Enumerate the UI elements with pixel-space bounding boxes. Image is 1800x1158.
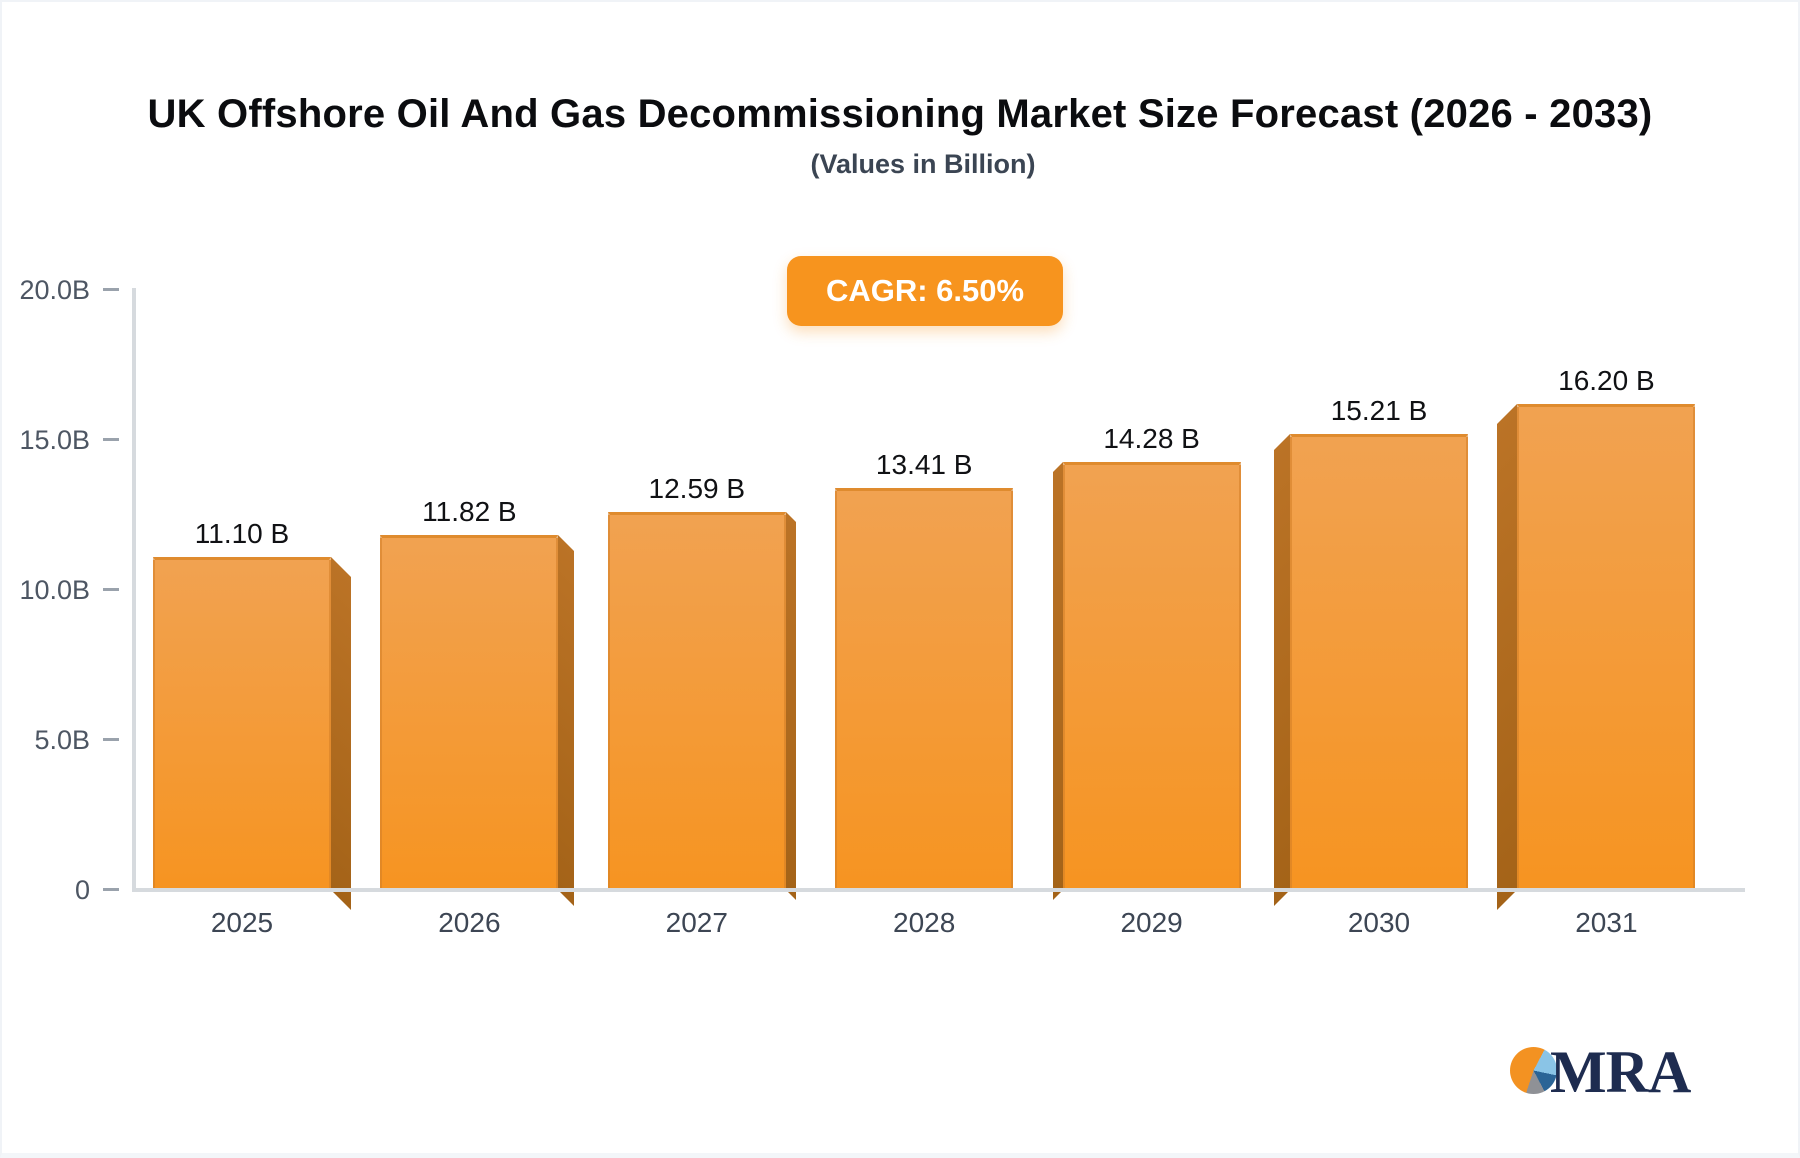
x-tick-label: 2030: [1347, 907, 1411, 938]
bar-value-label: 15.21 B: [1330, 395, 1428, 426]
y-tick-label: 10.0B: [19, 575, 90, 605]
y-tick-mark: [103, 438, 119, 441]
y-tick-label: 0: [74, 875, 90, 905]
x-tick-label: 2026: [438, 907, 501, 938]
x-axis-line: [132, 888, 1745, 892]
logo-text: MRA: [1550, 1039, 1691, 1105]
bar-value-label: 11.10 B: [194, 518, 290, 549]
bar-side-face: [786, 512, 796, 900]
y-tick-mark: [103, 738, 119, 741]
bar: [608, 512, 786, 890]
bar-value-label: 12.59 B: [648, 473, 746, 504]
y-tick-mark: [103, 888, 119, 891]
x-tick-label: 2029: [1120, 907, 1183, 938]
y-tick-mark: [103, 588, 119, 591]
bar: [835, 488, 1013, 890]
x-tick-label: 2025: [210, 907, 274, 938]
bar-value-label: 11.82 B: [422, 496, 517, 527]
x-tick-label: 2028: [893, 907, 956, 938]
x-tick-label: 2031: [1575, 907, 1638, 938]
chart-subtitle: (Values in Billion): [810, 149, 1036, 179]
chart-title: UK Offshore Oil And Gas Decommissioning …: [147, 92, 1653, 136]
bar-side-face: [1497, 404, 1517, 910]
bar: [153, 557, 331, 890]
bar-side-face: [1053, 462, 1063, 900]
y-axis-line: [132, 288, 136, 890]
cagr-badge: CAGR: 6.50%: [787, 256, 1063, 326]
bar-value-label: 14.28 B: [1103, 423, 1200, 454]
bar-side-face: [558, 535, 574, 906]
y-tick-label: 15.0B: [19, 425, 90, 455]
bar-value-label: 16.20 B: [1558, 365, 1655, 396]
pie-chart-logo-icon: [1510, 1047, 1557, 1094]
bar: [380, 535, 558, 890]
bar-side-face: [1274, 434, 1290, 906]
bar: [1063, 462, 1241, 890]
bar: [1517, 404, 1695, 890]
bar-side-face: [331, 557, 351, 910]
x-tick-label: 2027: [665, 907, 728, 938]
mra-logo: MRA: [1502, 1034, 1722, 1106]
y-tick-label: 20.0B: [19, 275, 90, 305]
y-tick-mark: [103, 288, 119, 291]
bar: [1290, 434, 1468, 890]
bar-value-label: 13.41 B: [875, 449, 973, 480]
y-tick-label: 5.0B: [34, 725, 90, 755]
